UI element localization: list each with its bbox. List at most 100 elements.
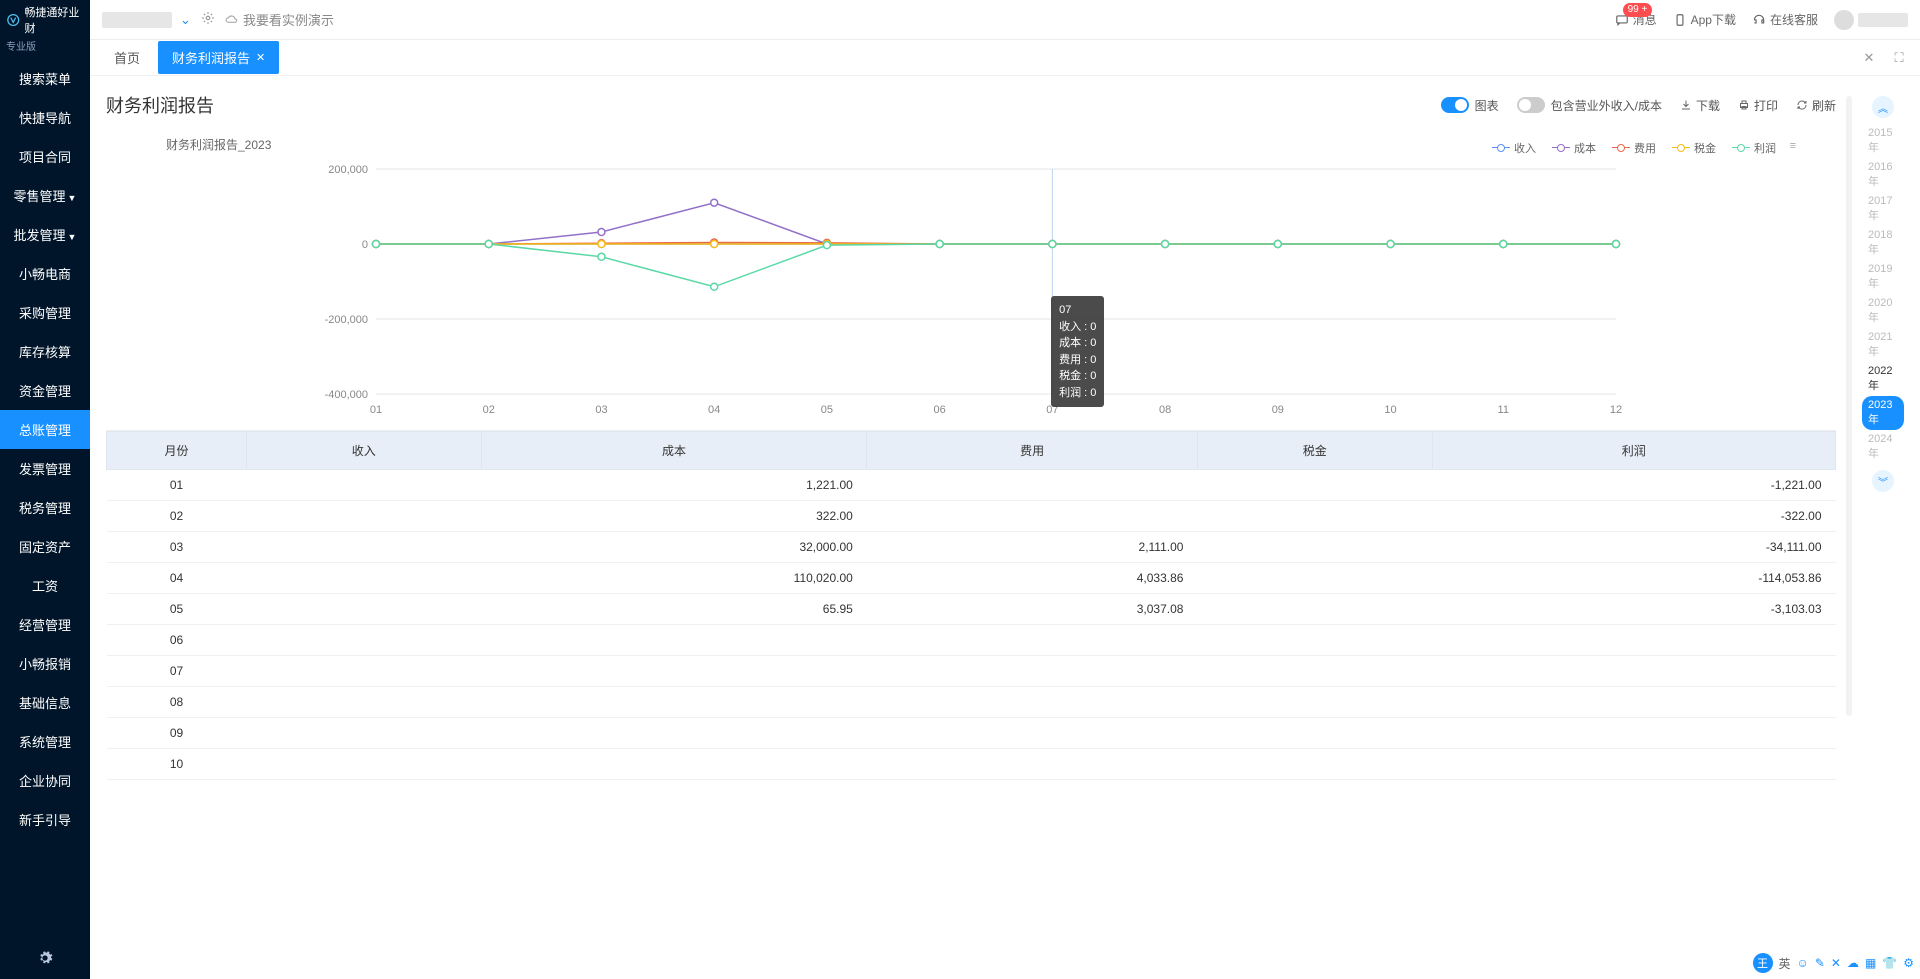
year-2016年[interactable]: 2016年: [1862, 158, 1904, 192]
ime-tools[interactable]: ☺✎✕☁▦👕⚙: [1797, 956, 1914, 970]
sidebar-item-6[interactable]: 采购管理: [0, 293, 90, 332]
close-all-icon[interactable]: ✕: [1858, 47, 1880, 69]
messages[interactable]: 99 + 消息: [1615, 11, 1657, 28]
table-row: 09: [107, 718, 1836, 749]
year-2015年[interactable]: 2015年: [1862, 124, 1904, 158]
sidebar-item-15[interactable]: 小畅报销: [0, 644, 90, 683]
tab-financial-profit-report[interactable]: 财务利润报告 ✕: [158, 41, 279, 74]
brand-edition: 专业版: [0, 38, 90, 53]
svg-text:08: 08: [1159, 404, 1171, 416]
sidebar-settings[interactable]: [0, 940, 90, 979]
logo-icon: [6, 12, 20, 28]
legend-费用[interactable]: 费用: [1612, 140, 1656, 156]
demo-link[interactable]: 我要看实例演示: [225, 10, 334, 29]
sidebar-item-14[interactable]: 经营管理: [0, 605, 90, 644]
org-name-redacted: [102, 12, 172, 28]
year-2020年[interactable]: 2020年: [1862, 294, 1904, 328]
col-费用: 费用: [867, 432, 1198, 470]
chart-toggle[interactable]: [1441, 97, 1469, 113]
year-prev[interactable]: ︽: [1872, 96, 1894, 118]
ime-badge[interactable]: 王: [1753, 953, 1773, 973]
table-row: 06: [107, 625, 1836, 656]
org-selector[interactable]: ⌄: [102, 12, 191, 28]
sidebar-item-19[interactable]: 新手引导: [0, 800, 90, 839]
username-redacted: [1858, 13, 1908, 27]
data-table-wrap[interactable]: 月份收入成本费用税金利润 011,221.00-1,221.0002322.00…: [106, 430, 1836, 979]
headset-icon: [1752, 13, 1766, 27]
svg-text:-200,000: -200,000: [325, 314, 368, 326]
sidebar-menu: 搜索菜单快捷导航项目合同零售管理▼批发管理▼小畅电商采购管理库存核算资金管理总账…: [0, 59, 90, 940]
svg-text:01: 01: [370, 404, 382, 416]
chart-tooltip: 07收入 : 0成本 : 0费用 : 0税金 : 0利润 : 0: [1051, 296, 1104, 407]
svg-text:12: 12: [1610, 404, 1622, 416]
sidebar-item-11[interactable]: 税务管理: [0, 488, 90, 527]
cloud-icon: [225, 13, 239, 27]
table-row: 02322.00-322.00: [107, 501, 1836, 532]
col-收入: 收入: [247, 432, 482, 470]
sidebar-item-2[interactable]: 项目合同: [0, 137, 90, 176]
year-next[interactable]: ︾: [1872, 470, 1894, 492]
year-2018年[interactable]: 2018年: [1862, 226, 1904, 260]
tab-home[interactable]: 首页: [100, 41, 154, 74]
sidebar-item-5[interactable]: 小畅电商: [0, 254, 90, 293]
sidebar-item-10[interactable]: 发票管理: [0, 449, 90, 488]
year-2019年[interactable]: 2019年: [1862, 260, 1904, 294]
scrollbar[interactable]: [1846, 96, 1852, 716]
legend-收入[interactable]: 收入: [1492, 140, 1536, 156]
fullscreen-icon[interactable]: ⛶: [1888, 47, 1910, 69]
chart-menu-icon[interactable]: ≡: [1790, 140, 1796, 152]
include-external-toggle[interactable]: [1517, 97, 1545, 113]
col-成本: 成本: [481, 432, 867, 470]
year-2021年[interactable]: 2021年: [1862, 328, 1904, 362]
svg-text:0: 0: [362, 239, 368, 251]
year-2022年[interactable]: 2022年: [1862, 362, 1904, 396]
sidebar-item-8[interactable]: 资金管理: [0, 371, 90, 410]
msg-badge: 99 +: [1623, 3, 1653, 17]
report-header: 财务利润报告 图表 包含营业外收入/成本 下载: [106, 92, 1836, 118]
svg-text:200,000: 200,000: [328, 164, 368, 176]
legend-税金[interactable]: 税金: [1672, 140, 1716, 156]
legend-利润[interactable]: 利润: [1732, 140, 1776, 156]
sidebar-item-1[interactable]: 快捷导航: [0, 98, 90, 137]
table-row: 011,221.00-1,221.00: [107, 470, 1836, 501]
topbar: ⌄ 我要看实例演示 99 + 消息 App下载: [90, 0, 1920, 40]
brand-logo: 畅捷通好业财: [0, 0, 90, 40]
sidebar-item-0[interactable]: 搜索菜单: [0, 59, 90, 98]
chart-legend: 收入成本费用税金利润: [1492, 140, 1776, 156]
table-row: 0332,000.002,111.00-34,111.00: [107, 532, 1836, 563]
brand-name: 畅捷通好业财: [24, 4, 84, 36]
sidebar-item-12[interactable]: 固定资产: [0, 527, 90, 566]
sidebar: 畅捷通好业财 专业版 搜索菜单快捷导航项目合同零售管理▼批发管理▼小畅电商采购管…: [0, 0, 90, 979]
year-2017年[interactable]: 2017年: [1862, 192, 1904, 226]
sidebar-item-4[interactable]: 批发管理▼: [0, 215, 90, 254]
chart-canvas[interactable]: 200,0000-200,000-400,0000102030405060708…: [156, 159, 1796, 419]
svg-text:09: 09: [1272, 404, 1284, 416]
print-button[interactable]: 打印: [1738, 97, 1778, 114]
sidebar-item-13[interactable]: 工资: [0, 566, 90, 605]
close-icon[interactable]: ✕: [256, 51, 265, 64]
svg-text:10: 10: [1384, 404, 1396, 416]
year-2024年[interactable]: 2024年: [1862, 430, 1904, 464]
phone-icon: [1673, 13, 1687, 27]
user-menu[interactable]: [1834, 10, 1908, 30]
sidebar-item-7[interactable]: 库存核算: [0, 332, 90, 371]
avatar: [1834, 10, 1854, 30]
settings-icon[interactable]: [201, 11, 215, 28]
refresh-button[interactable]: 刷新: [1796, 97, 1836, 114]
download-button[interactable]: 下载: [1680, 97, 1720, 114]
sidebar-item-16[interactable]: 基础信息: [0, 683, 90, 722]
table-row: 10: [107, 749, 1836, 780]
sidebar-item-9[interactable]: 总账管理: [0, 410, 90, 449]
svg-text:02: 02: [483, 404, 495, 416]
app-download[interactable]: App下载: [1673, 11, 1736, 28]
sidebar-item-3[interactable]: 零售管理▼: [0, 176, 90, 215]
legend-成本[interactable]: 成本: [1552, 140, 1596, 156]
sidebar-item-18[interactable]: 企业协同: [0, 761, 90, 800]
sidebar-item-17[interactable]: 系统管理: [0, 722, 90, 761]
refresh-icon: [1796, 99, 1808, 111]
page-title: 财务利润报告: [106, 92, 214, 118]
year-2023年[interactable]: 2023年: [1862, 396, 1904, 430]
customer-service[interactable]: 在线客服: [1752, 11, 1818, 28]
svg-text:11: 11: [1498, 404, 1509, 416]
col-月份: 月份: [107, 432, 247, 470]
